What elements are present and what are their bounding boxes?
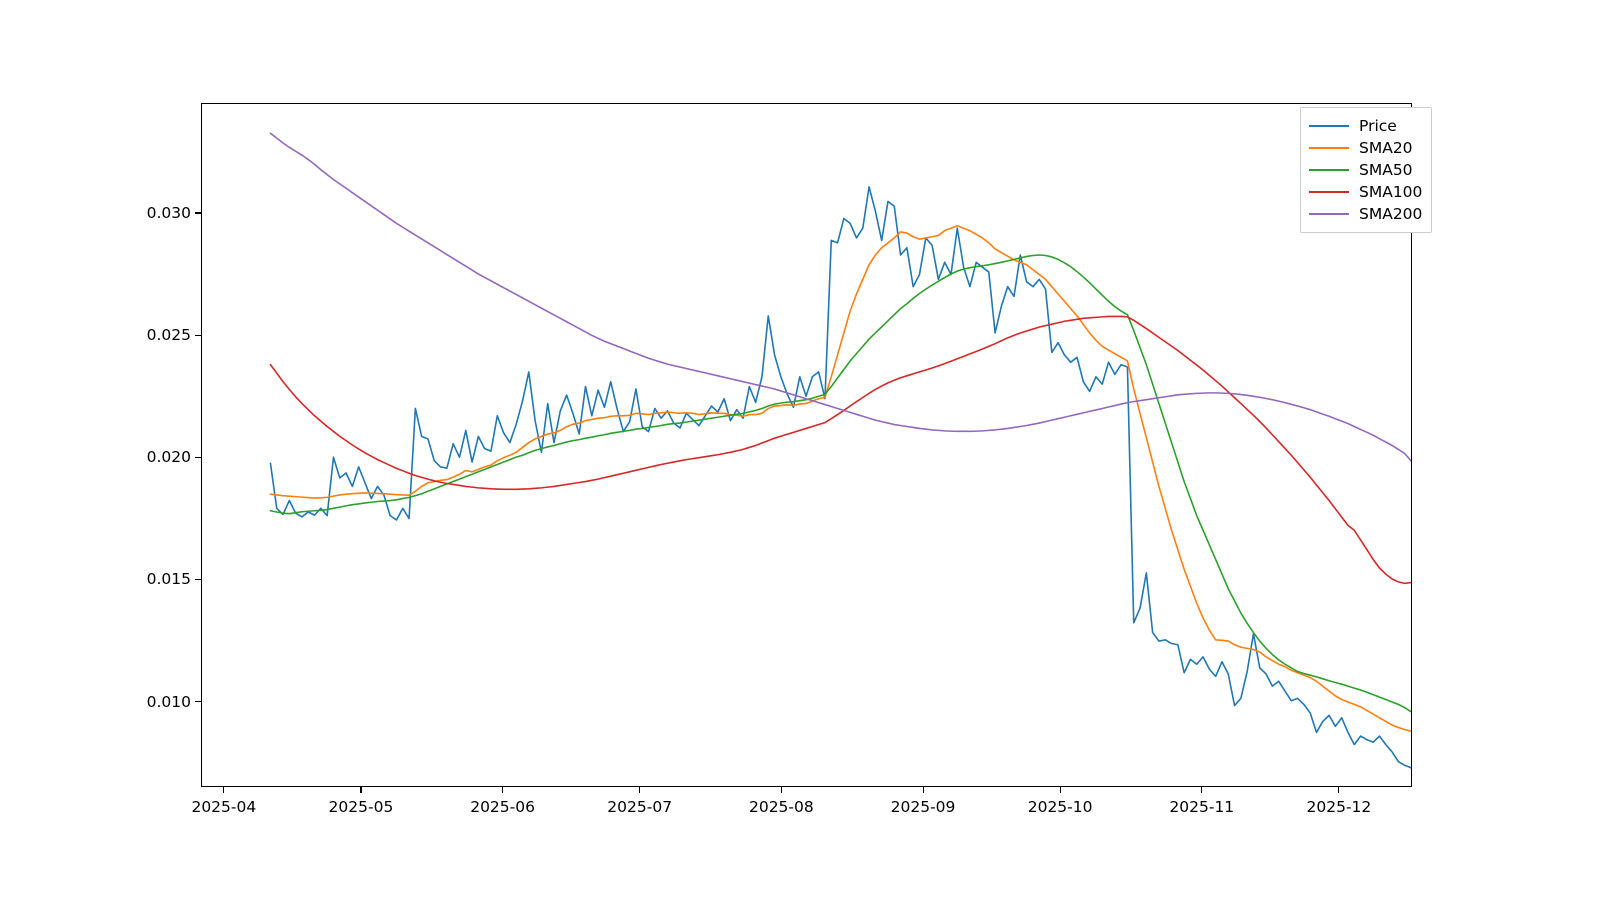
- x-axis-tick-label: 2025-07: [607, 798, 673, 816]
- legend-label: SMA200: [1359, 205, 1423, 223]
- y-axis-tick-mark: [195, 334, 201, 336]
- x-axis-tick-label: 2025-12: [1306, 798, 1372, 816]
- legend-item-sma20[interactable]: SMA20: [1309, 137, 1422, 159]
- legend-swatch-sma50-icon: [1309, 169, 1349, 171]
- legend-swatch-sma20-icon: [1309, 147, 1349, 149]
- x-axis-tick-mark: [1338, 787, 1340, 793]
- series-line-sma50: [269, 254, 1411, 713]
- x-axis-tick-label: 2025-05: [328, 798, 394, 816]
- series-lines: [269, 132, 1411, 769]
- y-axis-tick-mark: [195, 701, 201, 703]
- legend-swatch-sma200-icon: [1309, 213, 1349, 215]
- x-axis-tick-label: 2025-06: [470, 798, 535, 816]
- y-axis-tick-mark: [195, 212, 201, 214]
- x-axis-tick-mark: [223, 787, 225, 793]
- x-axis-tick-label: 2025-10: [1027, 798, 1093, 816]
- y-axis-tick-mark: [195, 578, 201, 580]
- x-axis-tick-mark: [639, 787, 641, 793]
- y-axis-tick-label: 0.030: [146, 203, 191, 222]
- x-axis-tick-mark: [1059, 787, 1061, 793]
- legend-label: SMA100: [1359, 183, 1423, 201]
- x-axis-tick-label: 2025-08: [748, 798, 814, 816]
- legend-item-price[interactable]: Price: [1309, 115, 1422, 137]
- legend-item-sma100[interactable]: SMA100: [1309, 181, 1422, 203]
- series-line-sma200: [269, 132, 1411, 462]
- x-axis-tick-mark: [502, 787, 504, 793]
- y-axis-tick-label: 0.010: [146, 692, 191, 711]
- series-line-price: [269, 186, 1411, 769]
- y-axis-tick-label: 0.020: [146, 448, 191, 467]
- x-axis-tick-mark: [1201, 787, 1203, 793]
- x-axis-tick-mark: [780, 787, 782, 793]
- x-axis-tick-label: 2025-11: [1169, 798, 1235, 816]
- legend-label: Price: [1359, 117, 1397, 135]
- y-axis-tick-label: 0.015: [146, 570, 191, 589]
- legend-swatch-price-icon: [1309, 125, 1349, 127]
- y-axis-tick-label: 0.025: [146, 326, 191, 345]
- legend-item-sma50[interactable]: SMA50: [1309, 159, 1422, 181]
- x-axis-tick-mark: [360, 787, 362, 793]
- x-axis-tick-label: 2025-09: [890, 798, 956, 816]
- legend-item-sma200[interactable]: SMA200: [1309, 203, 1422, 225]
- plot-area: [201, 103, 1412, 787]
- x-axis-tick-label: 2025-04: [191, 798, 257, 816]
- legend-label: SMA20: [1359, 139, 1413, 157]
- legend-label: SMA50: [1359, 161, 1413, 179]
- legend-swatch-sma100-icon: [1309, 191, 1349, 193]
- y-axis-tick-mark: [195, 456, 201, 458]
- chart-legend: Price SMA20 SMA50 SMA100 SMA200: [1300, 107, 1433, 233]
- x-axis-tick-mark: [922, 787, 924, 793]
- series-line-sma20: [269, 224, 1411, 732]
- series-line-sma100: [269, 315, 1411, 585]
